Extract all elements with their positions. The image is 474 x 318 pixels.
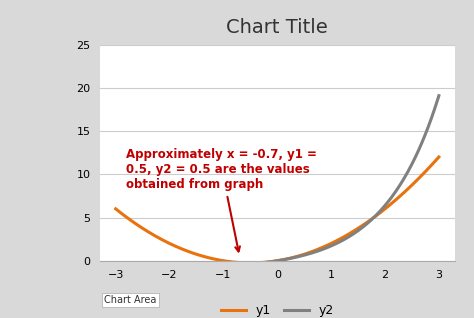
y1 — [241, 261, 246, 265]
y1 — [113, 207, 118, 211]
Text: Approximately x = -0.7, y1 =
0.5, y2 = 0.5 are the values
obtained from graph: Approximately x = -0.7, y1 = 0.5, y2 = 0… — [127, 148, 318, 252]
y2 — [241, 263, 246, 267]
Line: y1: y1 — [116, 157, 439, 263]
y2 — [152, 266, 157, 270]
y1 — [347, 232, 353, 235]
y2 — [316, 249, 322, 252]
y2 — [346, 235, 352, 238]
Text: Chart Area: Chart Area — [104, 295, 156, 305]
Title: Chart Title: Chart Title — [227, 18, 328, 38]
y2 — [218, 265, 224, 268]
Legend: y1, y2: y1, y2 — [216, 300, 339, 318]
y2 — [348, 234, 354, 238]
y1 — [152, 234, 157, 238]
y1 — [218, 259, 224, 262]
y1 — [348, 231, 354, 234]
Line: y2: y2 — [116, 96, 439, 269]
y2 — [113, 267, 118, 271]
y2 — [436, 94, 442, 98]
y1 — [436, 155, 442, 159]
y1 — [317, 247, 323, 251]
y1 — [247, 261, 253, 265]
